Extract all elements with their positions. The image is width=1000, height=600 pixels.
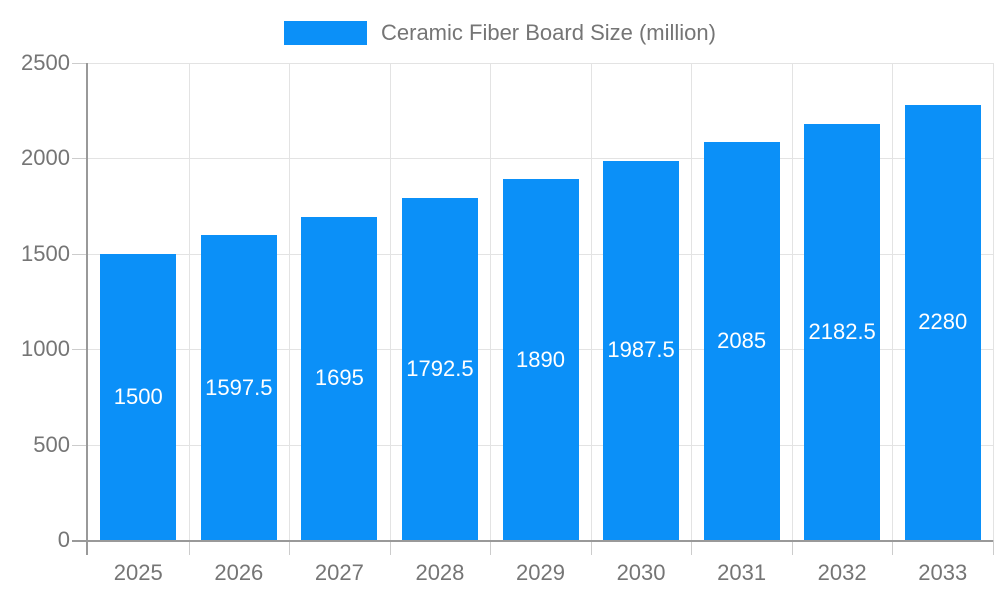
x-tick-label-2032: 2032 bbox=[817, 560, 867, 585]
x-tick-9 bbox=[993, 540, 994, 555]
gridline-x-7 bbox=[791, 63, 793, 540]
x-tick-label-2030: 2030 bbox=[616, 560, 666, 585]
x-tick-4 bbox=[490, 540, 492, 555]
bar-2031: 2085 bbox=[703, 142, 780, 540]
bar-2029: 1890 bbox=[502, 179, 579, 540]
bar-value-label-2031: 2085 bbox=[717, 328, 767, 354]
y-tick-label-2000: 2000 bbox=[21, 145, 70, 171]
y-axis-line bbox=[86, 63, 88, 555]
y-tick-label-1500: 1500 bbox=[21, 240, 70, 266]
x-tick-label-2027: 2027 bbox=[314, 560, 364, 585]
y-tick-2500 bbox=[72, 63, 88, 64]
gridline-x-1 bbox=[188, 63, 190, 540]
bar-2027: 1695 bbox=[301, 216, 378, 540]
bar-2032: 2182.5 bbox=[804, 123, 881, 540]
bar-2028: 1792.5 bbox=[401, 197, 478, 540]
bar-value-label-2029: 1890 bbox=[516, 346, 565, 372]
y-tick-label-0: 0 bbox=[57, 527, 70, 552]
x-tick-label-2033: 2033 bbox=[918, 560, 968, 585]
x-tick-5 bbox=[590, 540, 592, 555]
y-tick-500 bbox=[72, 444, 88, 446]
legend-swatch bbox=[284, 21, 367, 45]
bar-value-label-2033: 2280 bbox=[918, 309, 968, 335]
x-tick-2 bbox=[289, 540, 291, 555]
x-tick-8 bbox=[892, 540, 894, 555]
y-tick-label-1000: 1000 bbox=[21, 336, 70, 362]
y-tick-1500 bbox=[72, 253, 88, 255]
bar-2030: 1987.5 bbox=[603, 160, 680, 540]
x-tick-label-2031: 2031 bbox=[717, 560, 767, 585]
gridline-x-5 bbox=[590, 63, 592, 540]
gridline-x-2 bbox=[289, 63, 291, 540]
x-tick-label-2025: 2025 bbox=[113, 560, 163, 585]
x-tick-1 bbox=[188, 540, 190, 555]
bar-value-label-2025: 1500 bbox=[113, 383, 163, 409]
bar-value-label-2028: 1792.5 bbox=[406, 355, 474, 381]
y-tick-1000 bbox=[72, 349, 88, 351]
bar-value-label-2026: 1597.5 bbox=[205, 374, 273, 400]
x-tick-3 bbox=[389, 540, 391, 555]
legend-item[interactable]: Ceramic Fiber Board Size (million) bbox=[0, 19, 1000, 47]
legend-label: Ceramic Fiber Board Size (million) bbox=[381, 20, 716, 45]
bar-2026: 1597.5 bbox=[200, 235, 277, 540]
bar-value-label-2027: 1695 bbox=[314, 365, 364, 391]
x-axis-line bbox=[72, 540, 993, 542]
gridline-x-8 bbox=[892, 63, 894, 540]
y-tick-label-2500: 2500 bbox=[21, 50, 70, 75]
x-tick-label-2026: 2026 bbox=[214, 560, 264, 585]
gridline-x-3 bbox=[389, 63, 391, 540]
y-tick-label-500: 500 bbox=[33, 431, 70, 457]
x-tick-label-2028: 2028 bbox=[415, 560, 465, 585]
gridline-x-9 bbox=[993, 63, 994, 540]
gridline-y-2000 bbox=[88, 158, 993, 160]
x-tick-6 bbox=[691, 540, 693, 555]
bar-value-label-2032: 2182.5 bbox=[808, 318, 876, 344]
bar-value-label-2030: 1987.5 bbox=[607, 337, 675, 363]
x-tick-7 bbox=[791, 540, 793, 555]
bar-2025: 1500 bbox=[100, 253, 177, 540]
gridline-x-6 bbox=[691, 63, 693, 540]
bar-2033: 2280 bbox=[904, 104, 981, 540]
gridline-y-2500 bbox=[88, 63, 993, 64]
x-tick-label-2029: 2029 bbox=[516, 560, 565, 585]
y-tick-2000 bbox=[72, 158, 88, 160]
gridline-x-4 bbox=[490, 63, 492, 540]
